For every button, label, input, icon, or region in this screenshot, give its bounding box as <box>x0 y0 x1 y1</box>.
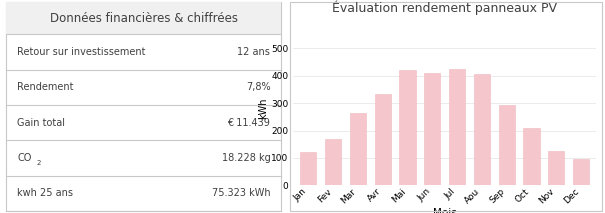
Bar <box>449 69 465 185</box>
Bar <box>399 70 416 185</box>
Bar <box>6 2 281 35</box>
Text: Rendement: Rendement <box>17 82 74 92</box>
Bar <box>374 94 391 185</box>
Bar <box>424 73 440 185</box>
Text: € 11.439: € 11.439 <box>227 118 270 128</box>
Text: 18.228 kg: 18.228 kg <box>221 153 270 163</box>
Bar <box>300 153 316 185</box>
Bar <box>523 128 540 185</box>
Text: Gain total: Gain total <box>17 118 65 128</box>
Text: kwh 25 ans: kwh 25 ans <box>17 188 73 198</box>
X-axis label: Mois: Mois <box>433 208 457 213</box>
Bar <box>350 113 366 185</box>
Text: 2: 2 <box>37 160 41 166</box>
Text: 75.323 kWh: 75.323 kWh <box>212 188 270 198</box>
Bar <box>499 105 515 185</box>
Text: Données financières & chiffrées: Données financières & chiffrées <box>50 12 238 25</box>
Text: Retour sur investissement: Retour sur investissement <box>17 47 146 57</box>
Bar <box>573 159 589 185</box>
Bar <box>548 151 564 185</box>
Text: 7,8%: 7,8% <box>246 82 270 92</box>
Text: 12 ans: 12 ans <box>237 47 270 57</box>
Text: Évaluation rendement panneaux PV: Évaluation rendement panneaux PV <box>332 0 557 15</box>
Bar <box>325 139 341 185</box>
Bar <box>474 74 490 185</box>
Y-axis label: kWh: kWh <box>258 98 269 119</box>
Text: CO: CO <box>17 153 31 163</box>
